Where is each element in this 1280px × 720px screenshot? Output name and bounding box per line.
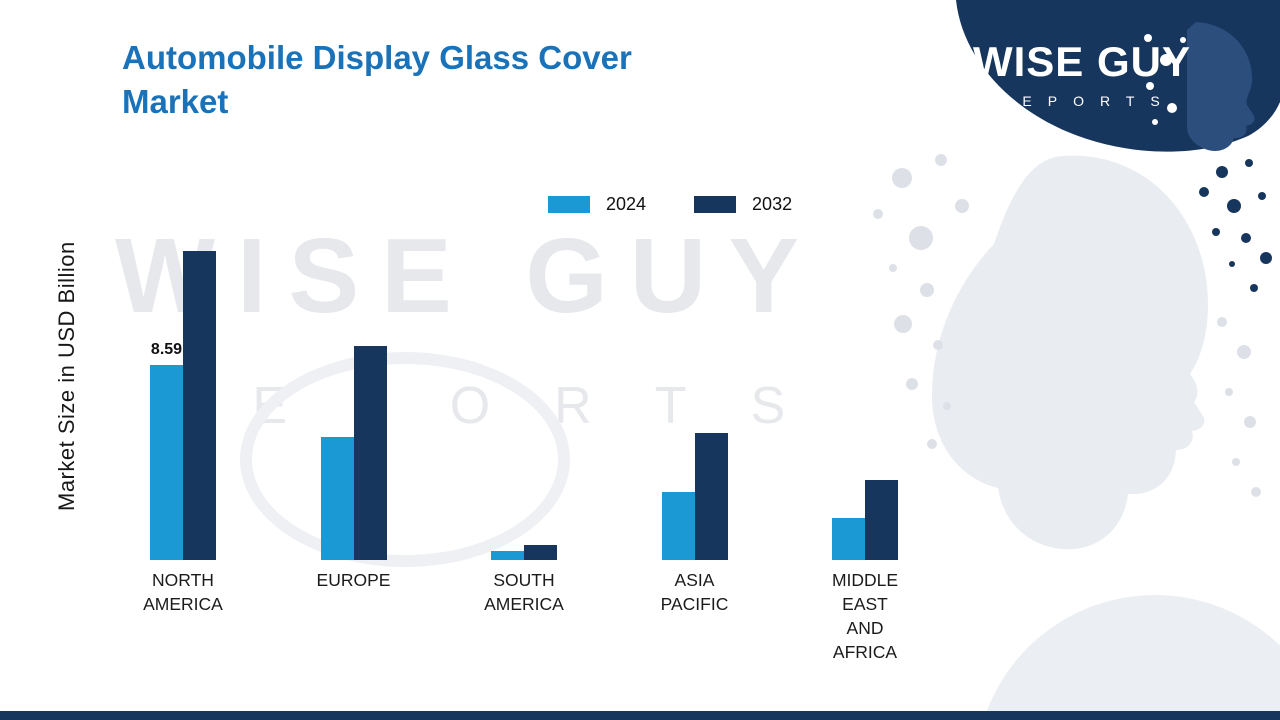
x-tick-south-america: SOUTH AMERICA: [484, 570, 564, 615]
bar-2024-europe: [320, 437, 354, 560]
legend-item-2032: 2032: [694, 194, 792, 215]
bar-group-middle-east-and-africa: [810, 480, 920, 560]
legend-swatch-2032: [694, 196, 737, 213]
bar-2032-europe: [353, 346, 387, 560]
legend-label-2032: 2032: [752, 194, 793, 214]
logo-face-profile-icon: [1186, 22, 1255, 151]
decor-circle: [983, 595, 1280, 720]
bar-group-asia-pacific: [640, 433, 750, 560]
logo-wordmark: WISE GUY: [972, 38, 1192, 85]
page-title: Automobile Display Glass Cover Market: [122, 39, 632, 120]
bar-group-south-america: [469, 545, 579, 560]
bar-2024-south-america: [491, 551, 524, 560]
x-tick-asia-pacific: ASIA PACIFIC: [660, 570, 729, 615]
legend-label-2024: 2024: [606, 194, 647, 214]
bar-value-label: 8.59: [150, 341, 183, 358]
bar-2024-asia-pacific: [661, 492, 695, 560]
head-silhouette: [932, 155, 1208, 550]
bar-2032-asia-pacific: [694, 433, 728, 560]
x-tick-middle-east-and-africa: MIDDLE EAST AND AFRICA: [831, 570, 899, 663]
bar-2032-south-america: [524, 545, 557, 560]
bar-2024-north-america: 8.59: [150, 341, 183, 560]
bar-2032-middle-east-and-africa: [865, 480, 898, 560]
bar-group-north-america: 8.59: [128, 251, 238, 560]
logo-wiseguy-reports: WISE GUY REPORTS: [972, 38, 1192, 109]
bar-2032-north-america: [183, 251, 216, 560]
navy-dots: [1199, 159, 1272, 292]
y-axis-title: Market Size in USD Billion: [54, 241, 79, 511]
legend-swatch-2024: [548, 196, 590, 213]
legend-item-2024: 2024: [548, 194, 646, 215]
bar-2024-middle-east-and-africa: [832, 518, 865, 560]
chart-legend: 2024 2032: [548, 194, 792, 215]
logo-reports-label: REPORTS: [996, 93, 1176, 109]
x-tick-north-america: NORTH AMERICA: [143, 570, 223, 615]
footer-bar: [0, 711, 1280, 720]
plot-area: 8.59: [128, 242, 920, 560]
x-axis-labels: NORTH AMERICA EUROPE SOUTH AMERICA ASIA PAC…: [128, 568, 920, 665]
gray-dots: [873, 154, 1261, 497]
watermark-wordmark: WISE GUY: [114, 217, 822, 335]
bar-group-europe: [299, 346, 409, 560]
x-tick-europe: EUROPE: [316, 570, 391, 590]
